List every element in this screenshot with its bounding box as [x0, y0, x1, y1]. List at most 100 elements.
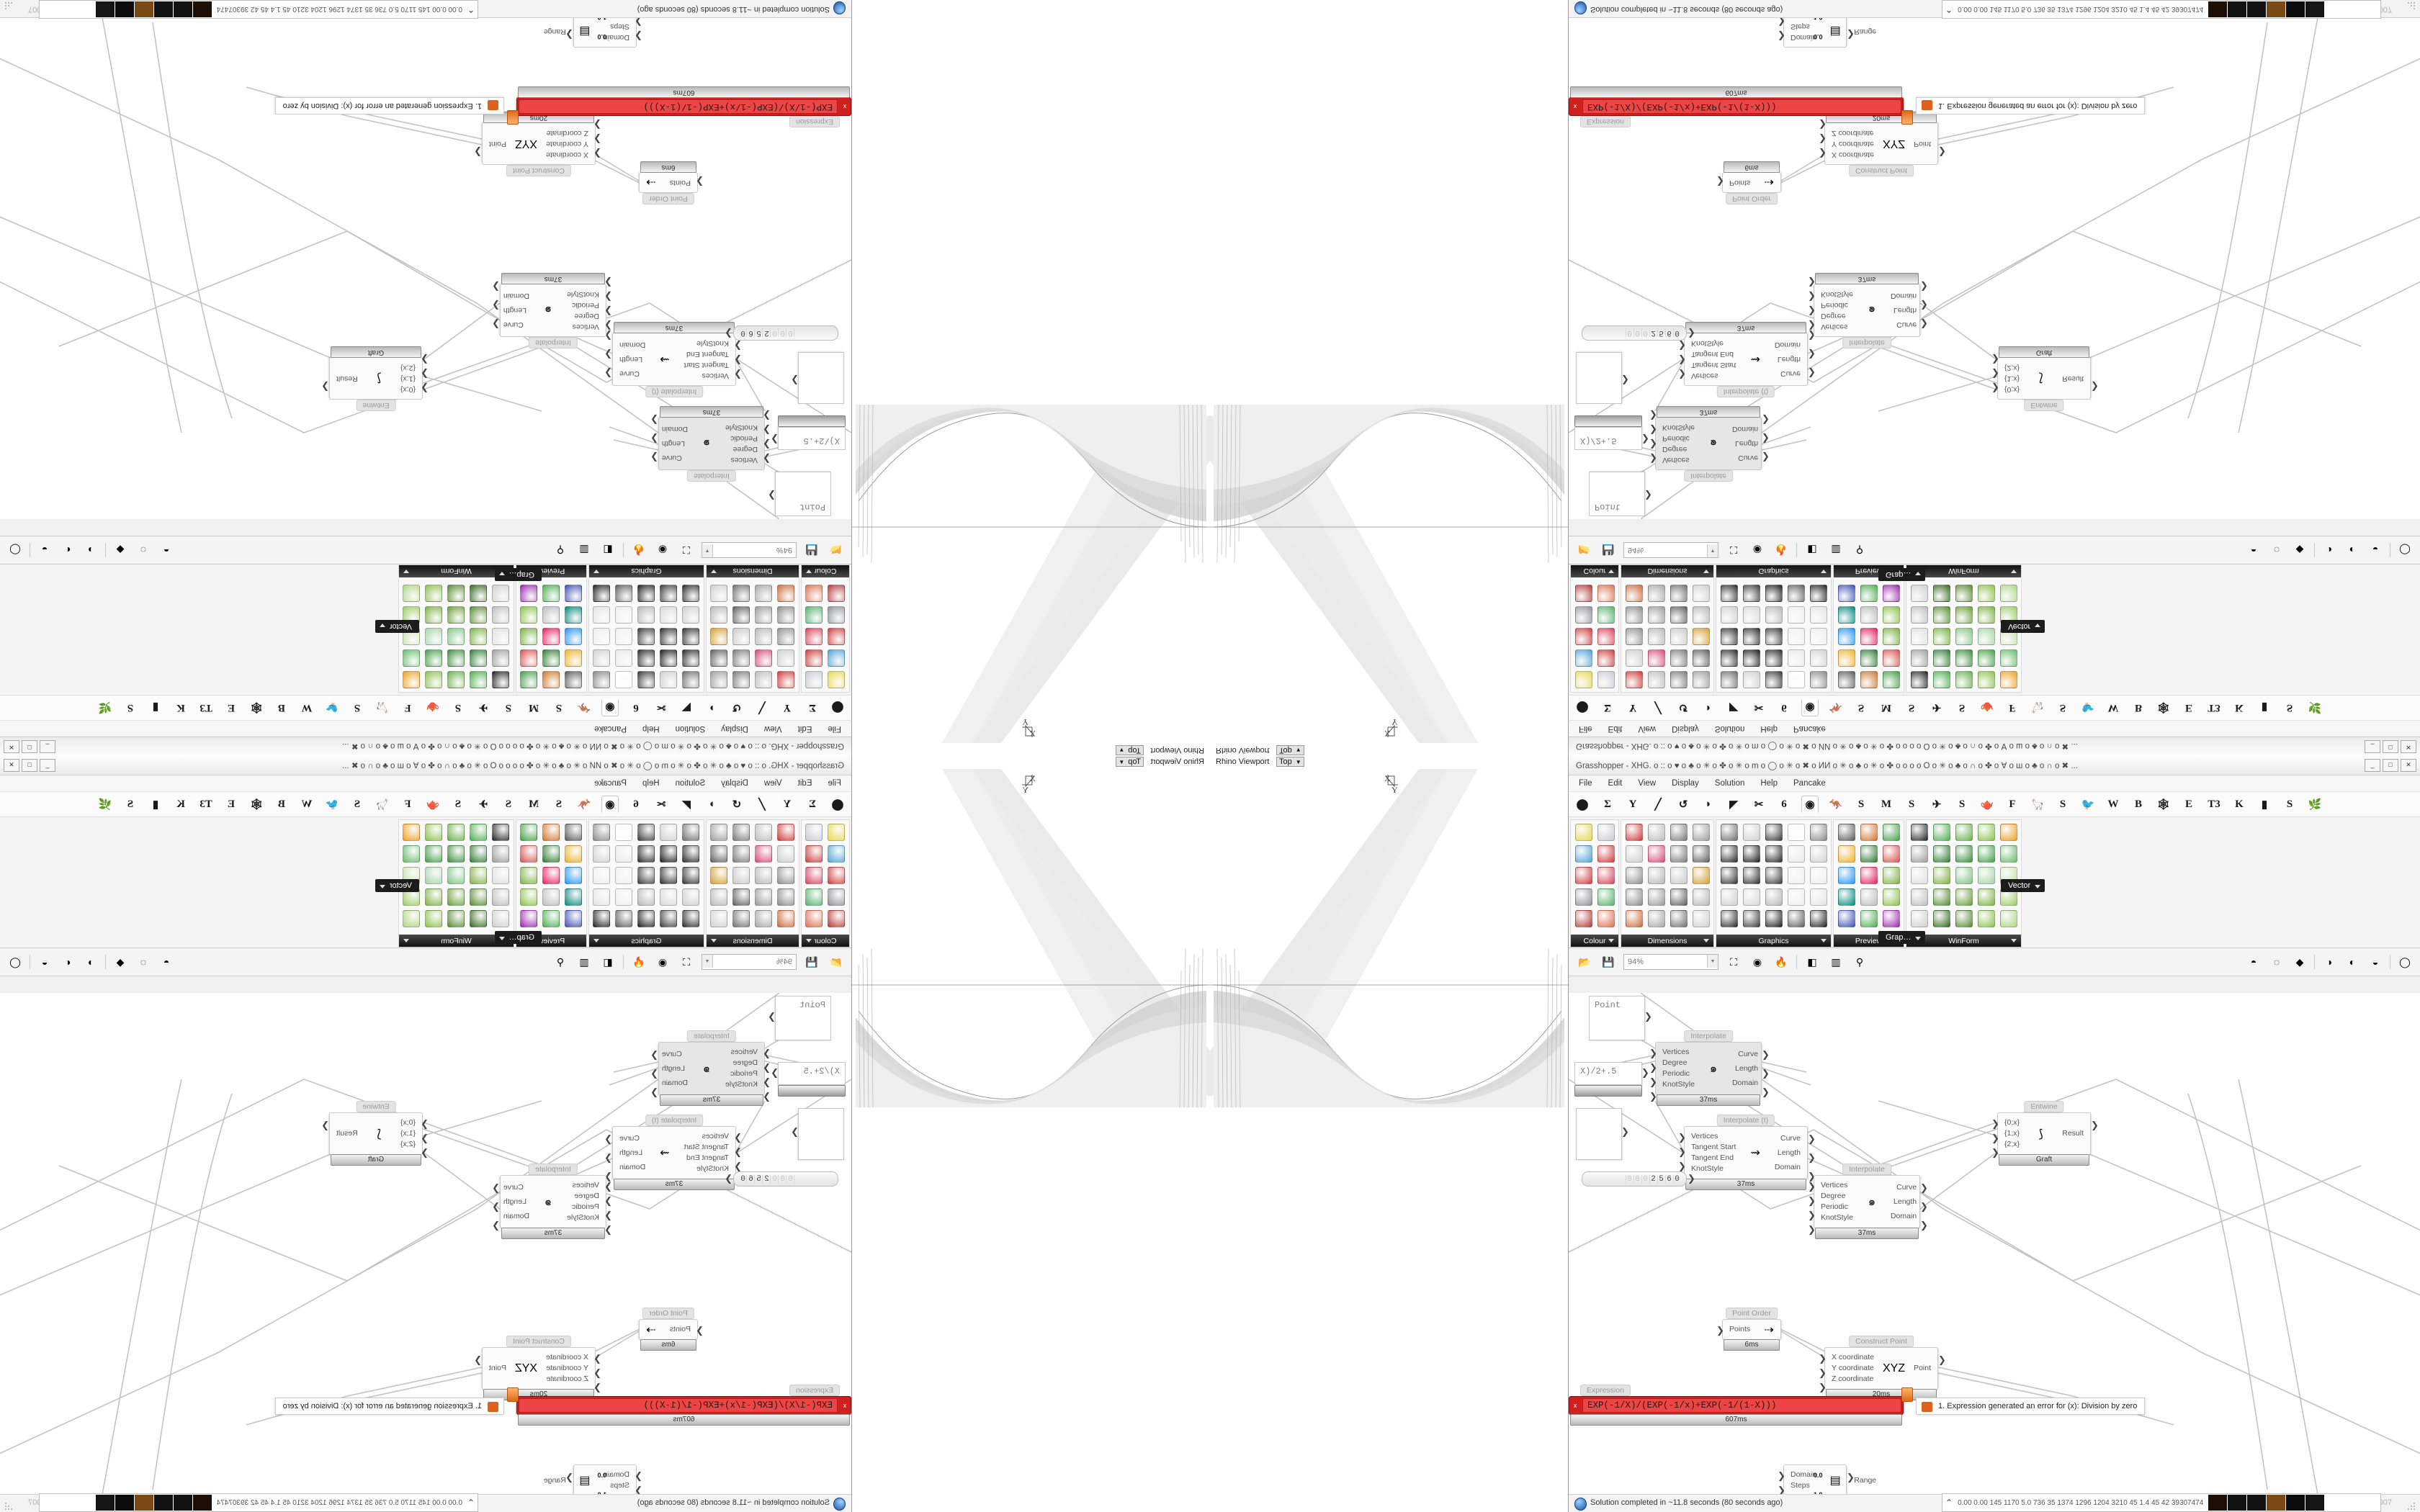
output-param[interactable]: Domain: [661, 1078, 689, 1087]
input-param[interactable]: Periodic: [1821, 1202, 1848, 1211]
profiler-icon[interactable]: ▥: [1831, 955, 1841, 968]
input-param[interactable]: Y coordinate: [546, 140, 588, 148]
layer-color-swatches[interactable]: [2208, 1495, 2326, 1511]
digit[interactable]: 0: [1634, 1174, 1641, 1184]
input-param[interactable]: Z coordinate: [1832, 1374, 1874, 1383]
palette-component-icon[interactable]: [1690, 604, 1712, 626]
transform-tab[interactable]: 6: [633, 702, 639, 714]
palette-component-icon[interactable]: [613, 908, 635, 930]
palette-component-icon[interactable]: [1785, 582, 1807, 604]
rhino-viewport-pane[interactable]: Rhino Viewport Top▼ X Y: [1210, 756, 1569, 1512]
sets-tab[interactable]: Y: [783, 702, 792, 714]
close-button[interactable]: ✕: [2401, 740, 2416, 753]
digit[interactable]: 0: [740, 1174, 747, 1184]
palette-component-icon[interactable]: [1857, 647, 1880, 669]
shaded-preview-icon[interactable]: ◓: [163, 956, 170, 968]
input-pin[interactable]: ❯: [635, 1470, 642, 1481]
kangaroo-tab[interactable]: 🦘: [1829, 701, 1843, 714]
resize-grip-icon[interactable]: [4, 2, 12, 11]
digit[interactable]: 5: [756, 328, 763, 338]
s2-tab[interactable]: S: [1908, 702, 1915, 714]
digit[interactable]: 6: [748, 1174, 755, 1184]
component-construct-point[interactable]: Construct Point X coordinate Y coordinate Z…: [1819, 112, 1946, 176]
quadrant-bottom-right-original[interactable]: Rhino Viewport Top ▼ X Y: [1210, 756, 2420, 1512]
amber-preview-icon[interactable]: ◒: [41, 956, 48, 968]
input-param[interactable]: X coordinate: [546, 1353, 588, 1362]
palette-component-icon[interactable]: [753, 626, 775, 647]
expression-text[interactable]: EXP(-1/X)/(EXP(-1/x)+EXP(-1/(1-X))): [519, 1398, 838, 1413]
palette-component-icon[interactable]: [518, 822, 540, 843]
palette-component-icon[interactable]: [680, 604, 702, 626]
output-pin[interactable]: ❯: [1938, 1354, 1946, 1365]
component-entwine[interactable]: Entwine {0;x} {1;x} {2;x} ⟆ Result ❯ ❯ ❯ ❯ Graft: [321, 1101, 429, 1166]
palette-component-icon[interactable]: [1595, 669, 1617, 690]
digit-scroller-1[interactable]: 0 0 0 2 5 6 0 ❯: [1582, 325, 1695, 341]
palette-component-icon[interactable]: [540, 647, 563, 669]
palette-component-icon[interactable]: [1835, 647, 1857, 669]
palette-component-icon[interactable]: [1645, 647, 1667, 669]
output-pin[interactable]: ❯: [1762, 1086, 1770, 1097]
output-pin[interactable]: ❯: [1920, 300, 1928, 311]
palette-component-icon[interactable]: [613, 843, 635, 865]
open-file-icon[interactable]: 📂: [1578, 955, 1591, 968]
zoom-level-input[interactable]: 94% ▼: [1623, 954, 1718, 970]
palette-component-icon[interactable]: [1667, 865, 1690, 886]
kangaroo-tab[interactable]: 🦘: [577, 701, 591, 714]
component-interpolate-t[interactable]: Interpolate (t) Vertices Tangent Start Tang…: [1678, 322, 1816, 397]
palette-component-icon[interactable]: [708, 582, 730, 604]
palette-component-icon[interactable]: [518, 843, 540, 865]
menu-item-edit[interactable]: Edit: [1608, 724, 1623, 733]
input-pin[interactable]: ❯: [593, 148, 601, 159]
output-pin[interactable]: ❯: [650, 1068, 658, 1079]
palette-component-icon[interactable]: [613, 626, 635, 647]
output-pin[interactable]: ❯: [604, 349, 612, 360]
spider-tab[interactable]: 🕸: [249, 701, 264, 714]
preview-eye-icon[interactable]: ◉: [1752, 544, 1762, 557]
input-param[interactable]: KnotStyle: [725, 423, 758, 432]
panel-point-output[interactable]: Point ❯: [768, 996, 831, 1040]
palette-component-icon[interactable]: [1740, 843, 1762, 865]
preview-eye-icon[interactable]: ◉: [658, 544, 668, 557]
expression-text[interactable]: EXP(-1/X)/(EXP(-1/x)+EXP(-1/(1-X))): [519, 99, 838, 114]
palette-component-icon[interactable]: [423, 843, 445, 865]
surface-tab[interactable]: ◗: [708, 798, 715, 810]
input-pin[interactable]: ❯: [734, 1161, 742, 1171]
input-param[interactable]: {1;x}: [2004, 1129, 2020, 1138]
panel-icon[interactable]: ◧: [1807, 955, 1817, 968]
palette-component-icon[interactable]: [1807, 626, 1829, 647]
palette-component-icon[interactable]: [1997, 582, 2020, 604]
output-pin[interactable]: ❯: [2091, 382, 2099, 392]
curve-tab[interactable]: ↺: [732, 798, 742, 811]
palette-component-icon[interactable]: [1645, 822, 1667, 843]
k-tab[interactable]: K: [2235, 702, 2244, 714]
dashed-preview-icon[interactable]: ◯: [2399, 955, 2411, 968]
palette-component-icon[interactable]: [708, 886, 730, 908]
palette-component-icon[interactable]: [613, 647, 635, 669]
input-param[interactable]: Y coordinate: [546, 1364, 588, 1372]
input-pin[interactable]: ❯: [1819, 1382, 1827, 1392]
canvas-toolbar[interactable]: 📂 💾 94% ▼ ⛶ ◉ 🔥 ◧ ▥ ⚲ ◓ ◌ ◆ ◑: [0, 536, 851, 564]
input-param[interactable]: KnotStyle: [567, 290, 599, 299]
component-body[interactable]: Vertices Degree Periodic KnotStyle ๑ Curve Len…: [1814, 284, 1920, 337]
curve-tab[interactable]: ↺: [1678, 798, 1688, 811]
panel-blank-pin[interactable]: ❯: [1621, 1126, 1629, 1137]
palette-component-icon[interactable]: [540, 886, 563, 908]
input-pin[interactable]: ❯: [604, 292, 612, 302]
palette-component-icon[interactable]: [518, 626, 540, 647]
output-pin[interactable]: ❯: [650, 415, 658, 426]
palette-component-icon[interactable]: [1857, 908, 1880, 930]
component-point-order[interactable]: Point Order Points ⇢ ❯ 6ms: [1716, 1308, 1781, 1351]
component-interpolate-1[interactable]: Interpolate Vertices Degree Periodic KnotSty…: [1649, 406, 1770, 482]
palette-component-icon[interactable]: [708, 669, 730, 690]
input-param[interactable]: KnotStyle: [1691, 339, 1724, 348]
output-pin[interactable]: ❯: [1808, 330, 1816, 341]
s1-tab[interactable]: S: [1857, 702, 1865, 714]
palette-component-icon[interactable]: [753, 669, 775, 690]
palette-component-icon[interactable]: [563, 908, 585, 930]
output-param[interactable]: Point: [489, 140, 506, 148]
input-param[interactable]: Periodic: [1821, 301, 1848, 310]
palette-component-icon[interactable]: [490, 886, 512, 908]
palette-component-icon[interactable]: [658, 908, 680, 930]
wireframe-preview-icon[interactable]: ◌: [2273, 956, 2280, 968]
